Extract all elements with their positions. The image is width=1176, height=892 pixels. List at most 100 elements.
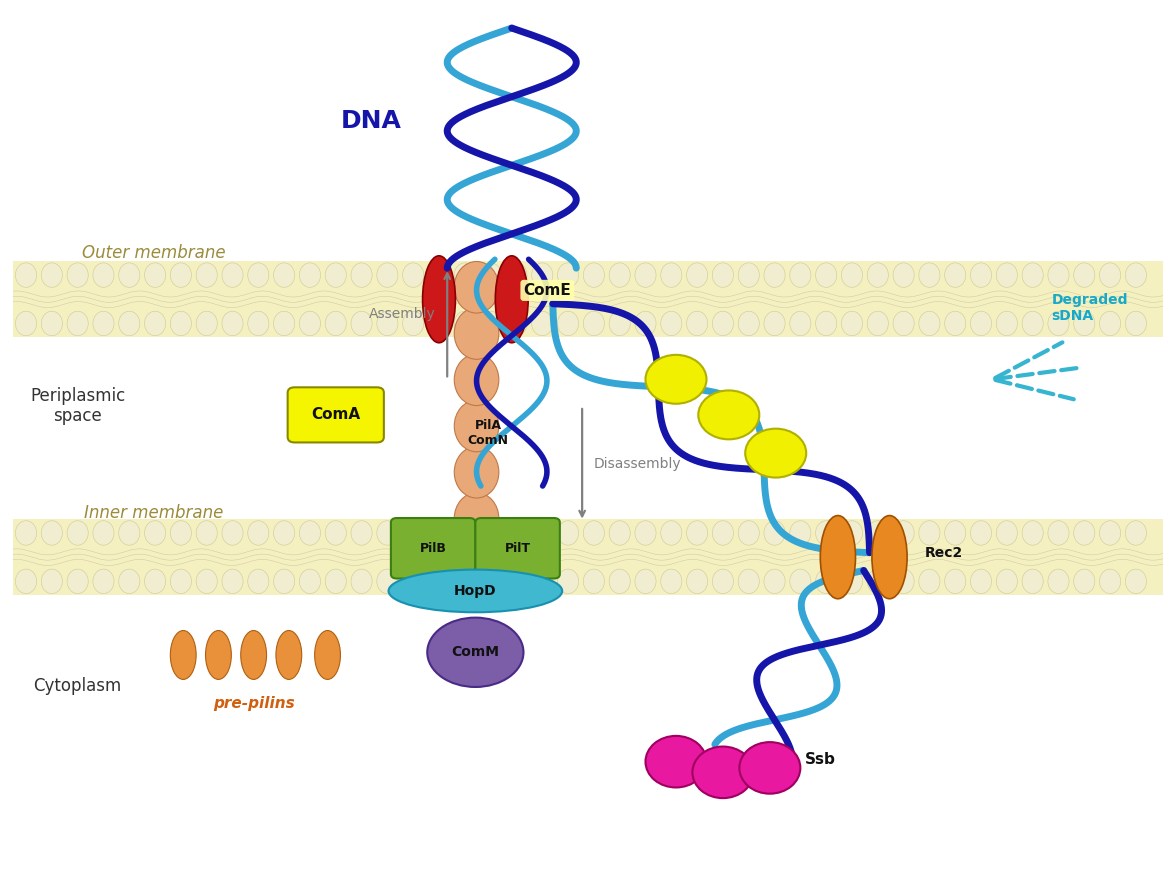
Ellipse shape xyxy=(1022,263,1043,287)
Text: Cytoplasm: Cytoplasm xyxy=(34,677,122,695)
Ellipse shape xyxy=(996,311,1017,335)
Ellipse shape xyxy=(764,263,786,287)
Ellipse shape xyxy=(276,631,302,680)
Ellipse shape xyxy=(867,311,888,335)
Text: ComE: ComE xyxy=(523,283,572,298)
Text: pre-pilins: pre-pilins xyxy=(213,697,294,712)
Ellipse shape xyxy=(326,263,347,287)
Ellipse shape xyxy=(532,311,553,335)
Ellipse shape xyxy=(944,311,965,335)
Ellipse shape xyxy=(315,631,340,680)
Ellipse shape xyxy=(557,521,579,545)
Ellipse shape xyxy=(350,521,372,545)
Ellipse shape xyxy=(402,521,423,545)
Ellipse shape xyxy=(300,569,321,593)
Ellipse shape xyxy=(1048,521,1069,545)
Ellipse shape xyxy=(646,736,707,788)
Ellipse shape xyxy=(222,569,243,593)
Ellipse shape xyxy=(1022,311,1043,335)
Ellipse shape xyxy=(402,263,423,287)
Ellipse shape xyxy=(196,263,218,287)
Ellipse shape xyxy=(699,391,760,440)
Ellipse shape xyxy=(583,263,604,287)
Ellipse shape xyxy=(739,263,760,287)
Ellipse shape xyxy=(196,569,218,593)
Ellipse shape xyxy=(41,521,62,545)
Ellipse shape xyxy=(1022,569,1043,593)
Ellipse shape xyxy=(222,311,243,335)
Ellipse shape xyxy=(739,569,760,593)
Text: Ssb: Ssb xyxy=(806,751,836,766)
Ellipse shape xyxy=(326,569,347,593)
Ellipse shape xyxy=(713,263,734,287)
Ellipse shape xyxy=(918,521,940,545)
Ellipse shape xyxy=(454,311,475,335)
Ellipse shape xyxy=(944,263,965,287)
Ellipse shape xyxy=(41,311,62,335)
FancyBboxPatch shape xyxy=(288,387,383,442)
Ellipse shape xyxy=(274,263,295,287)
Ellipse shape xyxy=(944,569,965,593)
Ellipse shape xyxy=(67,263,88,287)
Ellipse shape xyxy=(171,569,192,593)
Ellipse shape xyxy=(15,263,36,287)
Ellipse shape xyxy=(93,263,114,287)
Ellipse shape xyxy=(609,569,630,593)
Ellipse shape xyxy=(970,521,991,545)
Ellipse shape xyxy=(454,261,499,313)
Ellipse shape xyxy=(248,569,269,593)
Text: PilA
ComN: PilA ComN xyxy=(468,418,509,447)
Ellipse shape xyxy=(248,263,269,287)
Ellipse shape xyxy=(532,569,553,593)
Ellipse shape xyxy=(376,569,397,593)
Text: PilB: PilB xyxy=(420,541,447,555)
Ellipse shape xyxy=(248,311,269,335)
Ellipse shape xyxy=(893,569,914,593)
Ellipse shape xyxy=(918,569,940,593)
Text: Disassembly: Disassembly xyxy=(594,457,681,471)
Ellipse shape xyxy=(661,521,682,545)
Ellipse shape xyxy=(970,311,991,335)
Ellipse shape xyxy=(145,521,166,545)
Ellipse shape xyxy=(893,263,914,287)
Ellipse shape xyxy=(241,631,267,680)
Ellipse shape xyxy=(867,521,888,545)
Text: Assembly: Assembly xyxy=(369,308,435,321)
Ellipse shape xyxy=(326,311,347,335)
Ellipse shape xyxy=(171,263,192,287)
Ellipse shape xyxy=(764,569,786,593)
Ellipse shape xyxy=(532,521,553,545)
Ellipse shape xyxy=(635,569,656,593)
Ellipse shape xyxy=(841,521,862,545)
Ellipse shape xyxy=(480,263,501,287)
Ellipse shape xyxy=(841,311,862,335)
Ellipse shape xyxy=(1048,569,1069,593)
Ellipse shape xyxy=(67,569,88,593)
Ellipse shape xyxy=(428,521,449,545)
Text: Inner membrane: Inner membrane xyxy=(85,504,223,522)
Ellipse shape xyxy=(454,401,499,451)
Ellipse shape xyxy=(41,569,62,593)
Ellipse shape xyxy=(454,446,499,498)
Ellipse shape xyxy=(1048,263,1069,287)
Ellipse shape xyxy=(816,263,837,287)
Ellipse shape xyxy=(996,569,1017,593)
Ellipse shape xyxy=(428,569,449,593)
Ellipse shape xyxy=(871,516,907,599)
Text: Rec2: Rec2 xyxy=(924,546,963,559)
Text: PilT: PilT xyxy=(505,541,530,555)
Ellipse shape xyxy=(376,521,397,545)
Ellipse shape xyxy=(764,521,786,545)
Ellipse shape xyxy=(171,521,192,545)
Ellipse shape xyxy=(739,311,760,335)
Ellipse shape xyxy=(1074,311,1095,335)
Ellipse shape xyxy=(687,263,708,287)
Ellipse shape xyxy=(583,569,604,593)
Ellipse shape xyxy=(454,263,475,287)
Ellipse shape xyxy=(867,263,888,287)
Ellipse shape xyxy=(495,256,528,343)
Ellipse shape xyxy=(764,311,786,335)
Ellipse shape xyxy=(841,263,862,287)
Ellipse shape xyxy=(557,263,579,287)
Ellipse shape xyxy=(1125,521,1147,545)
